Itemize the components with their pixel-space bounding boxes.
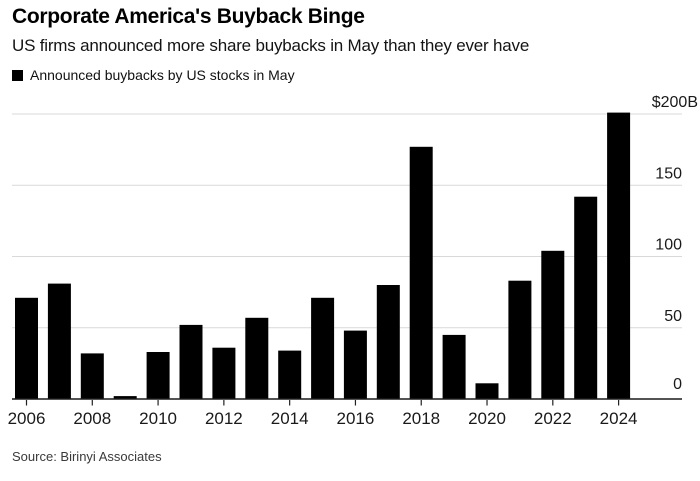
x-axis-label-2008: 2008 (73, 409, 111, 428)
bar-2017 (376, 285, 400, 399)
bar-2022 (541, 250, 565, 399)
x-axis-label-2022: 2022 (534, 409, 572, 428)
legend-label: Announced buybacks by US stocks in May (30, 67, 295, 83)
bar-2013 (245, 317, 269, 399)
bar-2006 (15, 297, 38, 399)
chart-subtitle: US firms announced more share buybacks i… (12, 36, 530, 55)
bar-2011 (179, 324, 203, 399)
bar-2010 (146, 352, 170, 399)
source-note: Source: Birinyi Associates (12, 449, 162, 464)
legend: Announced buybacks by US stocks in May (12, 67, 295, 83)
x-axis-label-2016: 2016 (337, 409, 375, 428)
bar-2012 (212, 347, 236, 399)
bar-2018 (409, 146, 433, 399)
bar-2016 (343, 330, 367, 399)
y-axis-label-0: 0 (673, 376, 682, 393)
chart-title: Corporate America's Buyback Binge (12, 5, 365, 28)
x-axis-label-2014: 2014 (271, 409, 309, 428)
x-axis-label-2020: 2020 (468, 409, 506, 428)
bar-2020 (475, 383, 499, 399)
x-axis-label-2018: 2018 (402, 409, 440, 428)
bar-2024 (607, 112, 631, 399)
y-axis-label-50: 50 (664, 308, 682, 325)
x-axis-label-2012: 2012 (205, 409, 243, 428)
y-axis-label-100: 100 (655, 237, 682, 254)
x-axis-label-2024: 2024 (600, 409, 638, 428)
bar-2019 (442, 334, 466, 399)
x-axis-label-2010: 2010 (139, 409, 177, 428)
y-axis-label-150: 150 (655, 165, 682, 182)
y-axis-label-200: $200B (652, 94, 698, 111)
x-axis-label-2006: 2006 (8, 409, 46, 428)
bar-2007 (47, 283, 71, 399)
bar-2015 (311, 297, 335, 399)
bar-2023 (574, 196, 598, 399)
bar-2009 (113, 396, 137, 399)
legend-swatch-icon (12, 69, 23, 81)
bar-2021 (508, 280, 532, 399)
bar-2008 (80, 353, 104, 399)
bar-2014 (278, 350, 302, 400)
